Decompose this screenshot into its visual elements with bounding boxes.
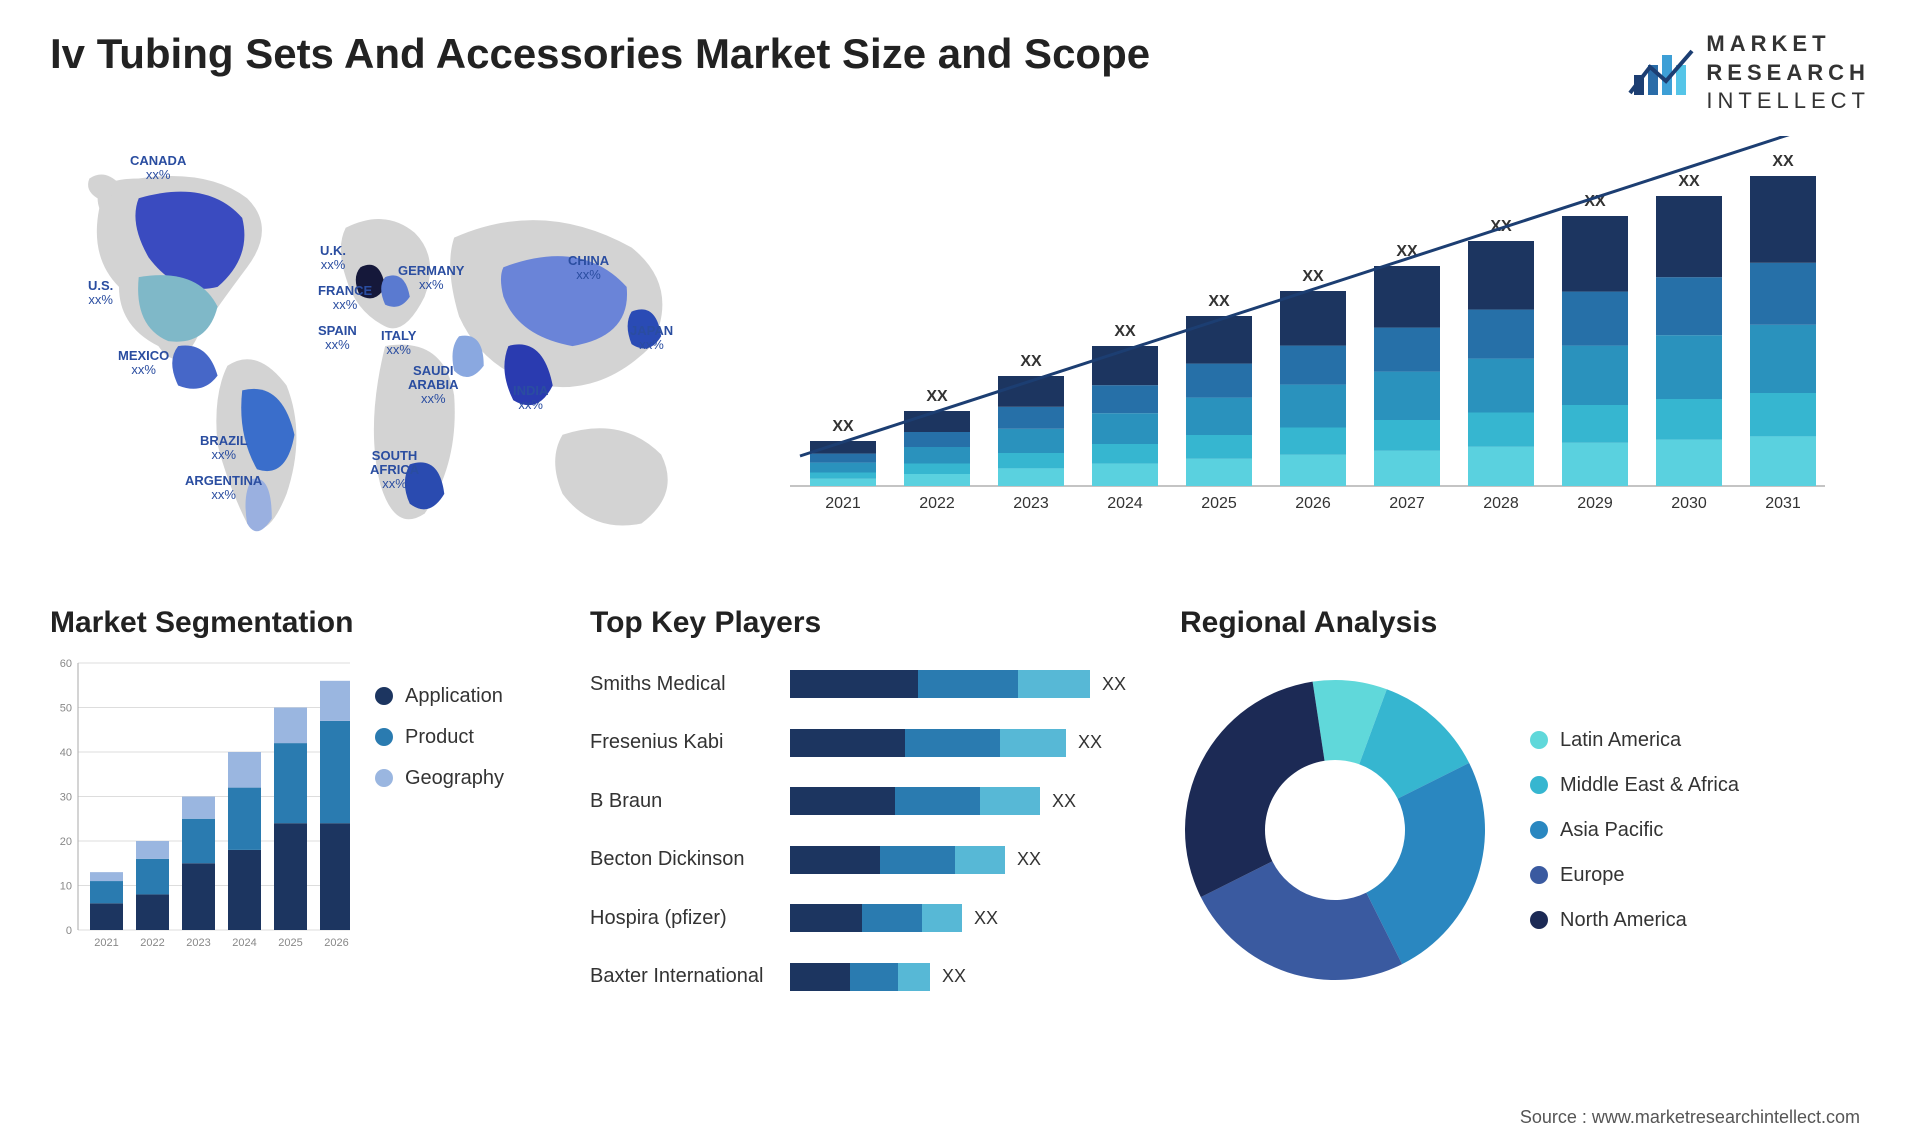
page-title: Iv Tubing Sets And Accessories Market Si… [50, 30, 1150, 78]
segmentation-chart: 0 10 20 30 40 50 60 2021 2022 2023 2024 2025 2026 [50, 655, 350, 975]
logo-text: MARKET RESEARCH INTELLECT [1706, 30, 1870, 116]
forecast-chart: XX 2021 XX 2022 XX 2023 XX 2024 XX 2025 XX 2026 XX 20… [780, 136, 1870, 566]
map-label-india: INDIAxx% [513, 384, 548, 413]
svg-text:2022: 2022 [140, 937, 164, 949]
svg-text:2027: 2027 [1389, 495, 1425, 512]
kp-label: Baxter International [590, 965, 775, 988]
seg-legend-geography: Geography [375, 767, 550, 790]
regional-legend: Latin America Middle East & Africa Asia Pa… [1530, 729, 1870, 932]
map-label-spain: SPAINxx% [318, 324, 357, 353]
kp-label: Fresenius Kabi [590, 731, 775, 754]
seg-legend-product: Product [375, 726, 550, 749]
kp-row-fresenius-kabi: Fresenius KabiXX [590, 729, 1130, 757]
segmentation-legend: Application Product Geography [375, 655, 550, 1006]
map-label-canada: CANADAxx% [130, 154, 186, 183]
regional-panel: Regional Analysis Latin America Middle Ea… [1180, 606, 1870, 1006]
kp-row-smiths-medical: Smiths MedicalXX [590, 670, 1130, 698]
svg-text:10: 10 [60, 880, 72, 892]
source-attribution: Source : www.marketresearchintellect.com [1520, 1107, 1860, 1128]
logo-mark-icon [1626, 45, 1696, 100]
key-players-title: Top Key Players [590, 606, 1140, 640]
map-label-south-africa: SOUTHAFRICAxx% [370, 449, 419, 492]
regional-donut-chart [1180, 675, 1490, 985]
svg-text:2026: 2026 [1295, 495, 1331, 512]
svg-text:XX: XX [1772, 153, 1794, 170]
reg-legend-asia-pacific: Asia Pacific [1530, 819, 1870, 842]
svg-text:60: 60 [60, 658, 72, 670]
svg-text:20: 20 [60, 836, 72, 848]
kp-row-becton-dickinson: Becton DickinsonXX [590, 846, 1130, 874]
kp-row-hospira-pfizer-: Hospira (pfizer)XX [590, 904, 1130, 932]
reg-legend-europe: Europe [1530, 864, 1870, 887]
map-label-germany: GERMANYxx% [398, 264, 464, 293]
svg-text:50: 50 [60, 702, 72, 714]
world-map-panel: CANADAxx% U.S.xx% MEXICOxx% BRAZILxx% ARGENT… [50, 136, 740, 566]
svg-text:2026: 2026 [324, 937, 348, 949]
reg-legend-latin-america: Latin America [1530, 729, 1870, 752]
svg-text:2022: 2022 [919, 495, 955, 512]
kp-row-baxter-international: Baxter InternationalXX [590, 963, 1130, 991]
map-label-argentina: ARGENTINAxx% [185, 474, 262, 503]
map-label-brazil: BRAZILxx% [200, 434, 248, 463]
svg-text:2025: 2025 [278, 937, 302, 949]
brand-logo: MARKET RESEARCH INTELLECT [1626, 30, 1870, 116]
svg-text:XX: XX [926, 388, 948, 405]
svg-text:2023: 2023 [1013, 495, 1049, 512]
map-label-u-k-: U.K.xx% [320, 244, 346, 273]
key-players-chart: Smiths MedicalXX Fresenius KabiXX B BraunX… [590, 655, 1140, 1006]
svg-text:2021: 2021 [94, 937, 118, 949]
kp-label: Hospira (pfizer) [590, 907, 775, 930]
regional-title: Regional Analysis [1180, 606, 1870, 640]
reg-legend-middle-east-africa: Middle East & Africa [1530, 774, 1870, 797]
svg-text:2030: 2030 [1671, 495, 1707, 512]
svg-text:XX: XX [1678, 173, 1700, 190]
svg-text:XX: XX [1208, 293, 1230, 310]
map-label-saudi-arabia: SAUDIARABIAxx% [408, 364, 459, 407]
segmentation-title: Market Segmentation [50, 606, 550, 640]
svg-text:XX: XX [1114, 323, 1136, 340]
svg-text:30: 30 [60, 791, 72, 803]
map-label-u-s-: U.S.xx% [88, 279, 113, 308]
kp-label: Becton Dickinson [590, 848, 775, 871]
map-label-japan: JAPANxx% [630, 324, 673, 353]
svg-text:2029: 2029 [1577, 495, 1613, 512]
reg-legend-north-america: North America [1530, 909, 1870, 932]
kp-label: B Braun [590, 790, 775, 813]
svg-text:XX: XX [1020, 353, 1042, 370]
svg-text:0: 0 [66, 925, 72, 937]
map-label-mexico: MEXICOxx% [118, 349, 169, 378]
kp-label: Smiths Medical [590, 673, 775, 696]
map-label-france: FRANCExx% [318, 284, 372, 313]
kp-row-b-braun: B BraunXX [590, 787, 1130, 815]
svg-text:XX: XX [832, 418, 854, 435]
svg-text:40: 40 [60, 747, 72, 759]
svg-text:2024: 2024 [1107, 495, 1143, 512]
svg-text:2031: 2031 [1765, 495, 1801, 512]
seg-legend-application: Application [375, 685, 550, 708]
segmentation-panel: Market Segmentation 0 10 20 30 40 50 60 2021 202… [50, 606, 550, 1006]
key-players-panel: Top Key Players Smiths MedicalXX Freseniu… [590, 606, 1140, 1006]
svg-text:2024: 2024 [232, 937, 256, 949]
svg-text:2023: 2023 [186, 937, 210, 949]
svg-text:XX: XX [1302, 268, 1324, 285]
map-label-china: CHINAxx% [568, 254, 609, 283]
svg-text:2021: 2021 [825, 495, 861, 512]
map-label-italy: ITALYxx% [381, 329, 416, 358]
svg-text:2025: 2025 [1201, 495, 1237, 512]
svg-text:2028: 2028 [1483, 495, 1519, 512]
